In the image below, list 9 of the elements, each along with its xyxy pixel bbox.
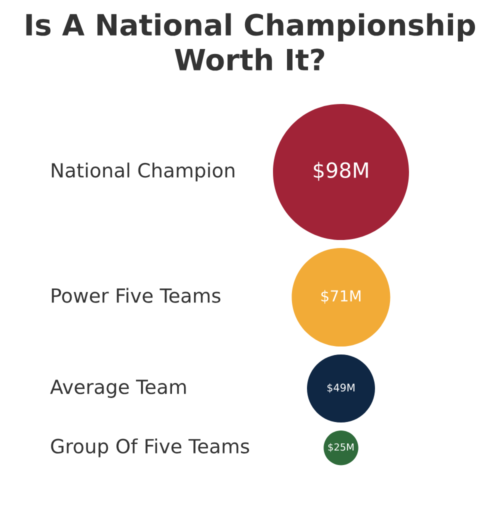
category-label: Average Team [50,380,186,398]
text: Is A National Championship Worth It? [26,13,476,71]
data-label: $98M [314,162,368,181]
category-label: Power Five Teams [52,288,220,303]
data-label: $71M [321,290,360,304]
category-label: National Champion [52,162,234,182]
data-label: $49M [327,383,354,393]
category-label: Group Of Five Teams [51,438,250,458]
data-label: $25M [328,443,354,452]
